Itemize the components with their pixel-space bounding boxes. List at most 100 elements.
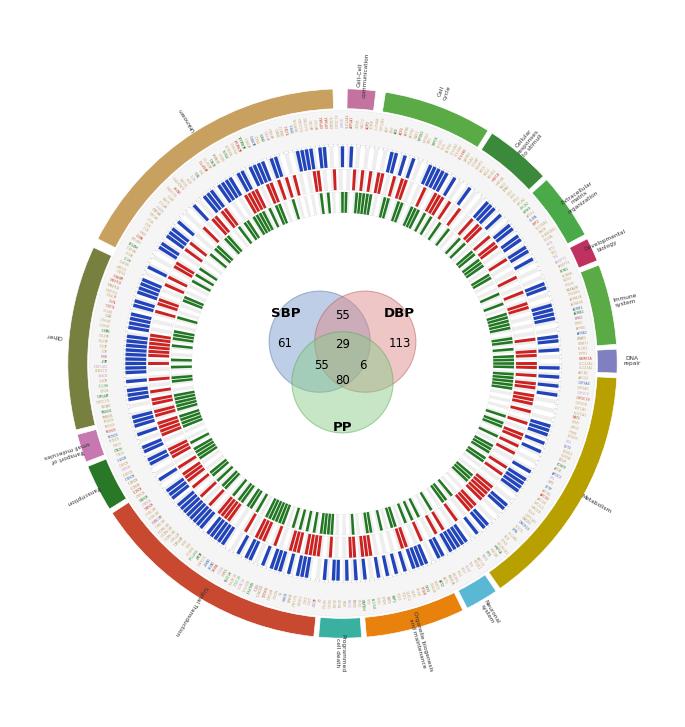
Text: PLCB1: PLCB1 [284, 124, 290, 134]
Wedge shape [306, 510, 312, 531]
Text: Extracellular
matrix
organization: Extracellular matrix organization [560, 180, 599, 215]
Wedge shape [493, 366, 514, 371]
Wedge shape [184, 294, 205, 305]
Text: GRK2: GRK2 [574, 316, 584, 321]
Text: Metabolism: Metabolism [580, 494, 612, 515]
Text: EDNRA: EDNRA [561, 270, 573, 278]
Wedge shape [253, 492, 267, 512]
Text: ADRA1A: ADRA1A [234, 137, 244, 150]
Wedge shape [443, 236, 460, 254]
Text: ATP1A1: ATP1A1 [96, 391, 109, 397]
Wedge shape [246, 539, 259, 560]
Wedge shape [375, 172, 383, 194]
Wedge shape [146, 267, 166, 280]
Wedge shape [262, 521, 273, 542]
Wedge shape [149, 374, 170, 379]
Wedge shape [481, 465, 500, 481]
Wedge shape [360, 536, 367, 557]
Wedge shape [480, 422, 501, 433]
Wedge shape [486, 313, 507, 321]
Wedge shape [173, 334, 194, 340]
Wedge shape [503, 427, 523, 439]
Wedge shape [129, 318, 151, 326]
Wedge shape [516, 362, 537, 365]
Wedge shape [243, 222, 258, 241]
Wedge shape [479, 207, 496, 225]
Wedge shape [373, 172, 380, 193]
Wedge shape [403, 157, 414, 178]
Wedge shape [468, 481, 485, 498]
Wedge shape [307, 511, 314, 532]
Text: IDH2: IDH2 [300, 596, 305, 605]
Wedge shape [219, 497, 235, 516]
Wedge shape [171, 375, 192, 379]
Wedge shape [488, 455, 508, 469]
Wedge shape [363, 513, 369, 534]
Wedge shape [382, 555, 389, 577]
Text: Neuronal
system: Neuronal system [478, 599, 501, 627]
Text: SLC2A2: SLC2A2 [506, 531, 518, 542]
Wedge shape [516, 366, 537, 369]
Text: Programmed
cell death: Programmed cell death [334, 634, 345, 672]
Wedge shape [346, 514, 349, 535]
Wedge shape [418, 215, 432, 235]
Wedge shape [398, 155, 407, 176]
Text: KCND2: KCND2 [123, 471, 134, 480]
Text: EDN1: EDN1 [210, 156, 218, 165]
Wedge shape [413, 521, 425, 541]
Wedge shape [428, 539, 440, 559]
Wedge shape [302, 533, 310, 555]
Wedge shape [491, 335, 512, 342]
Wedge shape [171, 376, 192, 382]
Wedge shape [169, 228, 188, 245]
Text: CYP2C9: CYP2C9 [576, 391, 589, 397]
Wedge shape [130, 314, 151, 323]
Wedge shape [380, 509, 388, 530]
Wedge shape [345, 560, 349, 581]
Wedge shape [526, 286, 547, 297]
Text: HMGCR: HMGCR [530, 505, 541, 515]
Wedge shape [150, 385, 171, 392]
Wedge shape [510, 406, 531, 416]
Text: AGTR1: AGTR1 [97, 336, 108, 341]
Wedge shape [461, 222, 479, 239]
Wedge shape [473, 508, 489, 526]
Text: NPC1L1: NPC1L1 [532, 501, 545, 511]
Text: GCK: GCK [503, 534, 510, 542]
Wedge shape [410, 210, 422, 230]
Text: VEGFA: VEGFA [543, 234, 554, 243]
Wedge shape [127, 390, 149, 397]
Wedge shape [388, 507, 397, 527]
Wedge shape [263, 210, 275, 230]
Wedge shape [201, 512, 217, 531]
Wedge shape [447, 208, 461, 226]
Wedge shape [256, 188, 269, 208]
Wedge shape [487, 494, 505, 510]
Wedge shape [198, 230, 216, 247]
Wedge shape [149, 371, 169, 376]
Wedge shape [288, 152, 298, 173]
Text: ATP5A1: ATP5A1 [264, 587, 271, 601]
Wedge shape [468, 196, 484, 215]
Wedge shape [493, 356, 514, 361]
Wedge shape [175, 324, 196, 332]
Wedge shape [338, 537, 342, 558]
Wedge shape [278, 204, 288, 224]
Text: LIPA: LIPA [510, 527, 517, 535]
Wedge shape [483, 498, 501, 515]
Wedge shape [223, 527, 237, 547]
Wedge shape [447, 499, 463, 518]
Wedge shape [190, 471, 209, 487]
Wedge shape [164, 236, 184, 252]
Wedge shape [505, 296, 526, 307]
Wedge shape [273, 501, 284, 522]
Wedge shape [357, 193, 362, 214]
Text: SUCLA2: SUCLA2 [289, 594, 295, 608]
Wedge shape [219, 211, 235, 230]
Wedge shape [134, 419, 155, 428]
Wedge shape [443, 531, 456, 550]
Wedge shape [177, 403, 198, 411]
Wedge shape [506, 244, 526, 258]
Wedge shape [267, 182, 279, 204]
Wedge shape [324, 147, 330, 168]
